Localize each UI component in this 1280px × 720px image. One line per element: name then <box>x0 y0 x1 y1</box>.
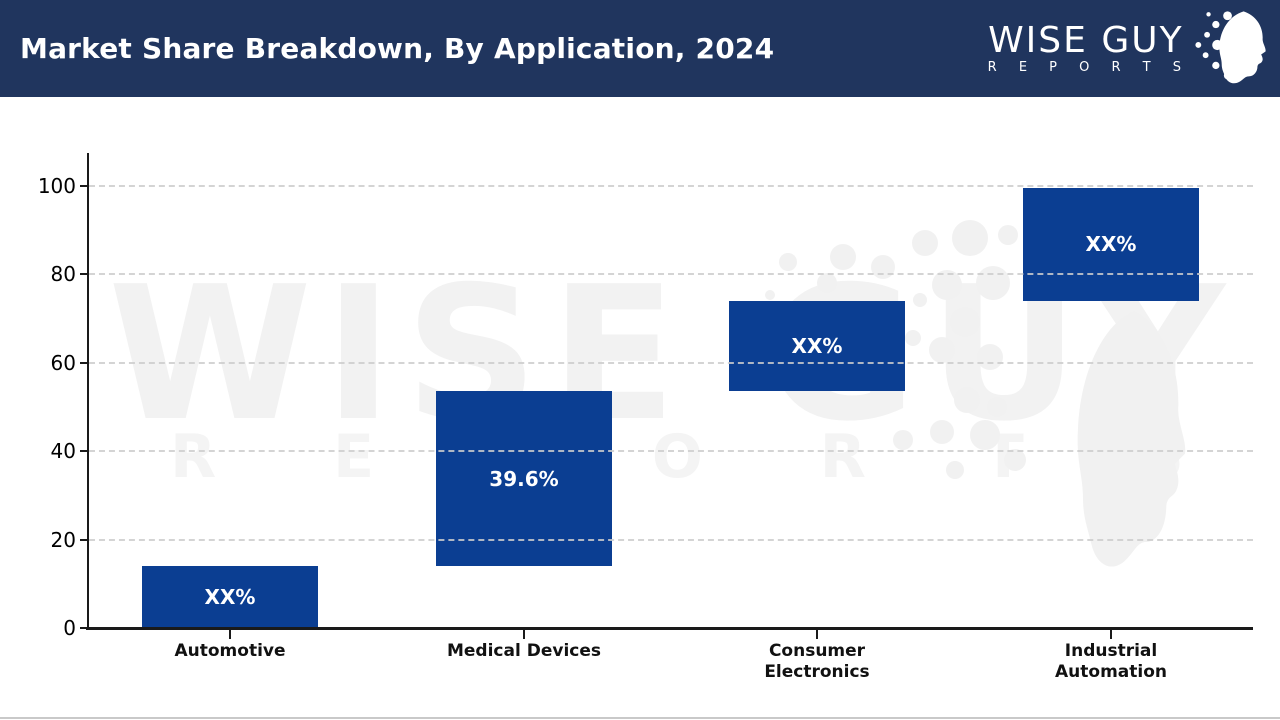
footer-divider <box>0 717 1280 719</box>
header: Market Share Breakdown, By Application, … <box>0 0 1280 97</box>
x-category-label: Industrial Automation <box>1055 641 1167 682</box>
x-category-label: Consumer Electronics <box>764 641 870 682</box>
x-tick-3 <box>816 630 818 639</box>
gridline-20 <box>89 538 1253 541</box>
gridline-40 <box>89 450 1253 453</box>
page-title: Market Share Breakdown, By Application, … <box>20 32 775 65</box>
y-tick-0 <box>80 627 88 629</box>
x-tick-2 <box>523 630 525 639</box>
y-tick-label: 60 <box>50 350 76 375</box>
brand-name: WISE GUY <box>988 19 1184 61</box>
bar-industrial-automation: XX% <box>1023 187 1199 301</box>
y-tick-label: 40 <box>50 439 76 464</box>
chart-area: WISE GUY R E P O R T S 0 20 40 60 80 100 XX% Au… <box>0 97 1280 717</box>
x-tick-4 <box>1110 630 1112 639</box>
y-tick-80 <box>80 273 88 276</box>
y-tick-label: 20 <box>50 527 76 552</box>
y-tick-60 <box>80 361 88 364</box>
bar-value-label: XX% <box>1085 232 1137 257</box>
brand-subtitle: R E P O R T S <box>987 60 1190 76</box>
gridline-80 <box>89 273 1253 276</box>
brand-head-icon <box>1195 10 1266 83</box>
brand-logo: WISE GUY R E P O R T S <box>982 7 1266 91</box>
y-tick-label: 0 <box>63 616 76 640</box>
bar-value-label: XX% <box>791 333 843 358</box>
gridline-60 <box>89 361 1253 364</box>
y-tick-40 <box>80 450 88 453</box>
y-tick-20 <box>80 538 88 541</box>
y-tick-label: 100 <box>37 174 76 198</box>
brand-logo-text: WISE GUY R E P O R T S <box>982 19 1190 76</box>
bar-consumer-electronics: XX% <box>729 300 905 392</box>
y-tick-100 <box>80 185 88 187</box>
gridline-100 <box>89 185 1253 187</box>
x-axis-line <box>86 627 1253 630</box>
bar-value-label: 39.6% <box>489 466 559 491</box>
bar-medical-devices: 39.6% <box>436 391 612 567</box>
x-category-label: Automotive <box>174 641 286 661</box>
bar-automotive: XX% <box>142 566 318 628</box>
y-tick-label: 80 <box>50 262 76 287</box>
y-axis-line <box>87 153 89 630</box>
x-category-label: Medical Devices <box>446 641 601 661</box>
bar-value-label: XX% <box>204 585 256 610</box>
watermark-head-icon <box>765 220 1186 567</box>
x-tick-1 <box>229 630 231 639</box>
